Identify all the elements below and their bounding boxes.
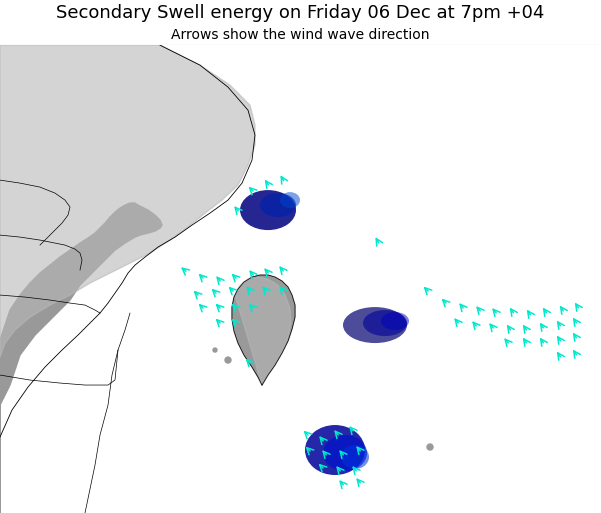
Polygon shape (0, 203, 162, 513)
Circle shape (427, 444, 433, 450)
Ellipse shape (341, 445, 369, 469)
Polygon shape (235, 277, 291, 385)
Ellipse shape (343, 307, 407, 343)
Text: Arrows show the wind wave direction: Arrows show the wind wave direction (171, 28, 430, 42)
Ellipse shape (363, 310, 407, 336)
Text: Secondary Swell energy on Friday 06 Dec at 7pm +04: Secondary Swell energy on Friday 06 Dec … (56, 4, 545, 22)
Circle shape (213, 348, 217, 352)
Circle shape (225, 357, 231, 363)
Ellipse shape (323, 435, 367, 471)
Ellipse shape (305, 425, 365, 475)
Polygon shape (232, 275, 295, 385)
Ellipse shape (381, 312, 409, 330)
Ellipse shape (280, 192, 300, 208)
Ellipse shape (240, 190, 296, 230)
Ellipse shape (260, 193, 296, 217)
Polygon shape (0, 45, 255, 357)
